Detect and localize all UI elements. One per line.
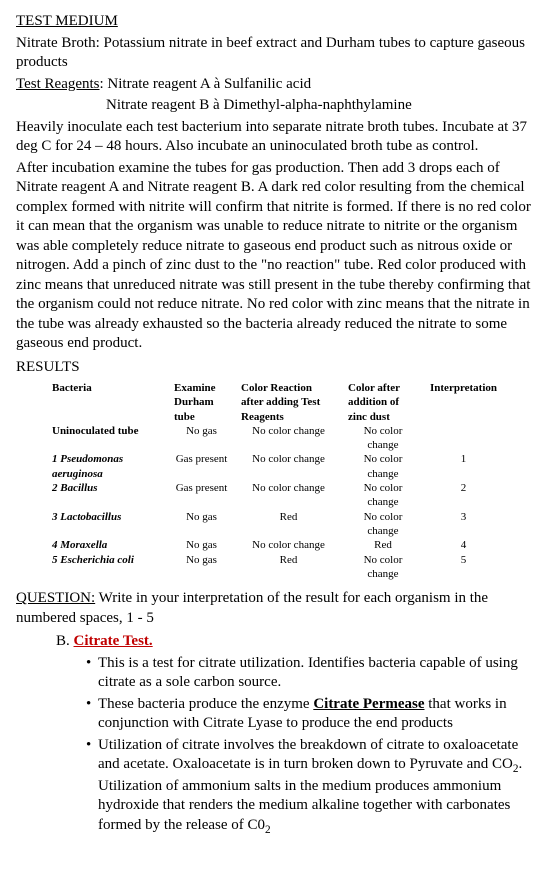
results-heading: RESULTS xyxy=(16,358,538,378)
citrate-bullets: This is a test for citrate utilization. … xyxy=(86,654,538,838)
table-row: 1 Pseudomonas aeruginosaGas presentNo co… xyxy=(46,452,503,481)
question-label: QUESTION: xyxy=(16,590,95,606)
table-row: 4 MoraxellaNo gasNo color changeRed4 xyxy=(46,538,503,552)
table-row: 2 BacillusGas presentNo color changeNo c… xyxy=(46,481,503,510)
results-table: Bacteria Examine Durham tube Color React… xyxy=(46,381,503,581)
test-medium-line1: Nitrate Broth: Potassium nitrate in beef… xyxy=(16,34,538,73)
citrate-title: Citrate Test. xyxy=(74,633,153,649)
table-row: 5 Escherichia coliNo gasRedNo color chan… xyxy=(46,553,503,582)
reagents-label: Test Reagents xyxy=(16,76,100,92)
procedure-p1: Heavily inoculate each test bacterium in… xyxy=(16,118,538,157)
bullet-3: Utilization of citrate involves the brea… xyxy=(86,736,538,838)
citrate-permease-keyword: Citrate Permease xyxy=(313,696,424,712)
col-zinc: Color after addition of zinc dust xyxy=(342,381,424,424)
col-durham: Examine Durham tube xyxy=(168,381,235,424)
col-bacteria: Bacteria xyxy=(46,381,168,424)
reagent-b-line: Nitrate reagent B à Dimethyl-alpha-napht… xyxy=(106,96,538,116)
table-row: 3 LactobacillusNo gasRedNo color change3 xyxy=(46,510,503,539)
bullet-1: This is a test for citrate utilization. … xyxy=(86,654,538,693)
question-line: QUESTION: Write in your interpretation o… xyxy=(16,589,538,628)
procedure-p2: After incubation examine the tubes for g… xyxy=(16,159,538,354)
col-reaction: Color Reaction after adding Test Reagent… xyxy=(235,381,342,424)
table-row: Uninoculated tubeNo gasNo color changeNo… xyxy=(46,424,503,453)
col-interp: Interpretation xyxy=(424,381,503,424)
citrate-heading: B. Citrate Test. xyxy=(56,632,538,652)
test-medium-heading: TEST MEDIUM xyxy=(16,12,538,32)
test-reagents-line: Test Reagents: Nitrate reagent A à Sulfa… xyxy=(16,75,538,95)
bullet-2: These bacteria produce the enzyme Citrat… xyxy=(86,695,538,734)
